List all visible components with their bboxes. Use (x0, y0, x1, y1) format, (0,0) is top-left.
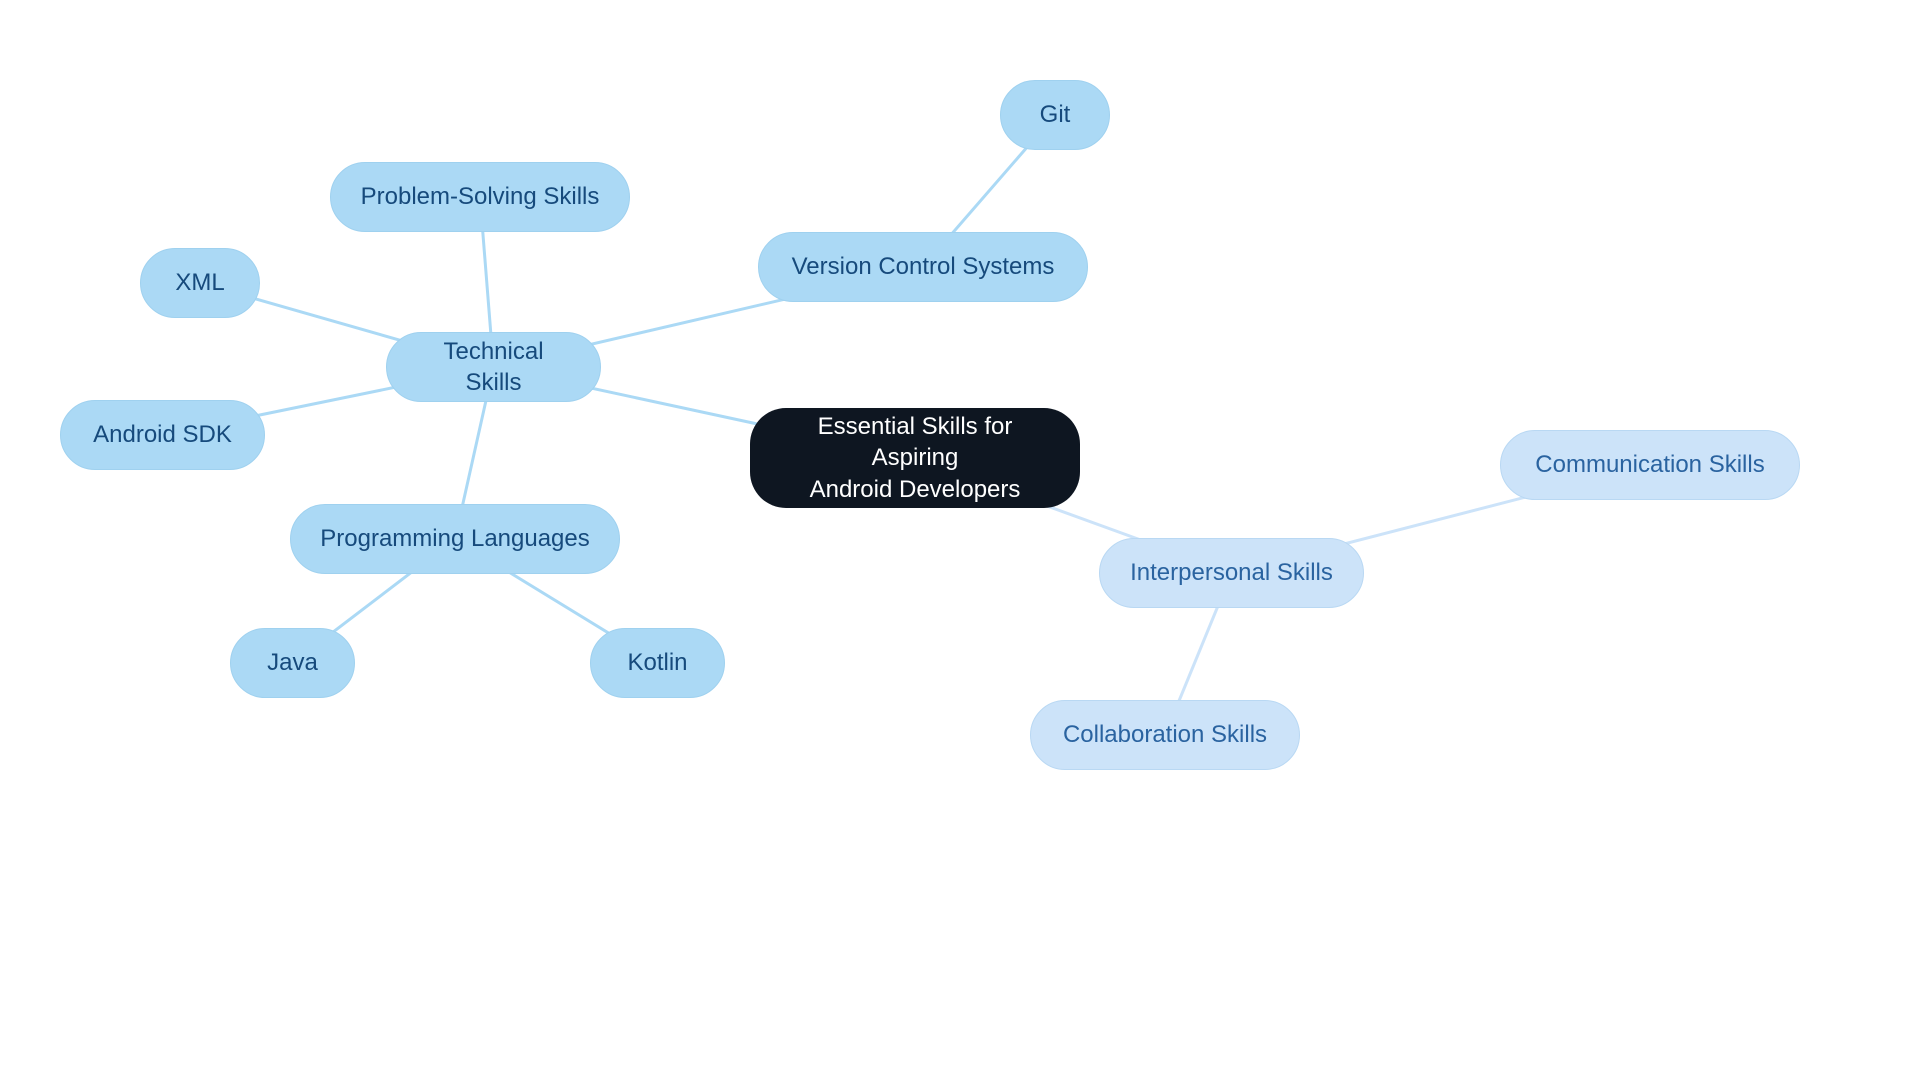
node-root: Essential Skills for Aspiring Android De… (750, 408, 1080, 508)
node-xml: XML (140, 248, 260, 318)
node-version-control: Version Control Systems (758, 232, 1088, 302)
node-kotlin: Kotlin (590, 628, 725, 698)
node-technical-skills: Technical Skills (386, 332, 601, 402)
node-git: Git (1000, 80, 1110, 150)
node-android-sdk: Android SDK (60, 400, 265, 470)
node-communication-skills: Communication Skills (1500, 430, 1800, 500)
mindmap-canvas: Essential Skills for Aspiring Android De… (0, 0, 1920, 1083)
edge-layer (0, 0, 1920, 1083)
node-interpersonal-skills: Interpersonal Skills (1099, 538, 1364, 608)
node-problem-solving: Problem-Solving Skills (330, 162, 630, 232)
node-programming-languages: Programming Languages (290, 504, 620, 574)
node-java: Java (230, 628, 355, 698)
node-collaboration-skills: Collaboration Skills (1030, 700, 1300, 770)
